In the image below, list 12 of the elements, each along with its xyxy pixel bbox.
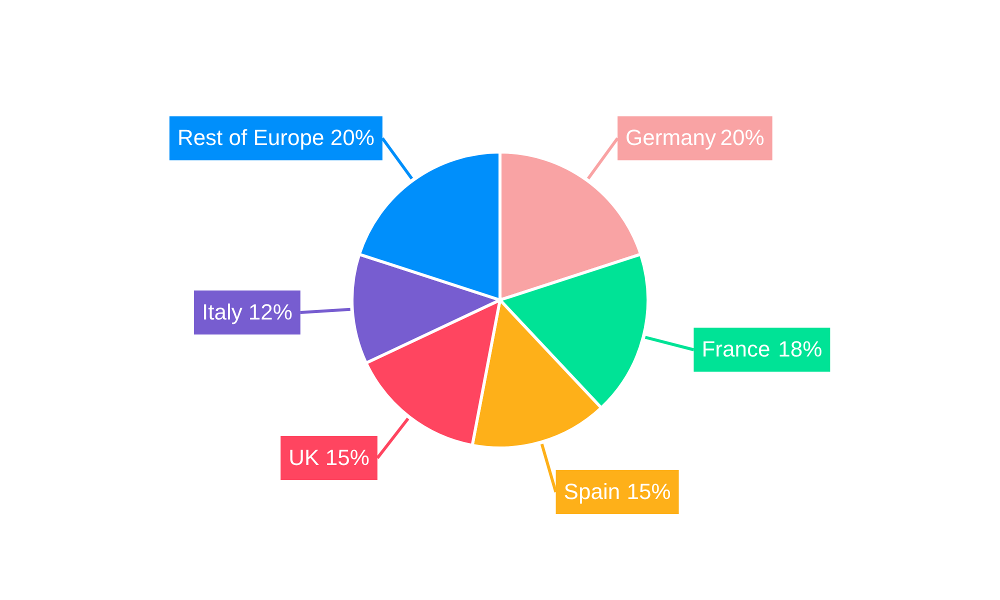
data-label: 18%	[778, 336, 822, 362]
slice-label: Rest of Europe	[177, 125, 324, 150]
data-label: 12%	[248, 300, 292, 325]
slice-label: France	[702, 336, 770, 362]
data-label: 15%	[626, 479, 671, 504]
slice-label: Italy	[202, 300, 242, 325]
data-label: 20%	[720, 125, 764, 150]
slice-label: Spain	[564, 479, 620, 504]
slice-label: UK	[288, 445, 320, 470]
data-label: 15%	[325, 445, 370, 470]
data-label: 20%	[330, 125, 374, 150]
slice-label: Germany	[626, 125, 716, 150]
